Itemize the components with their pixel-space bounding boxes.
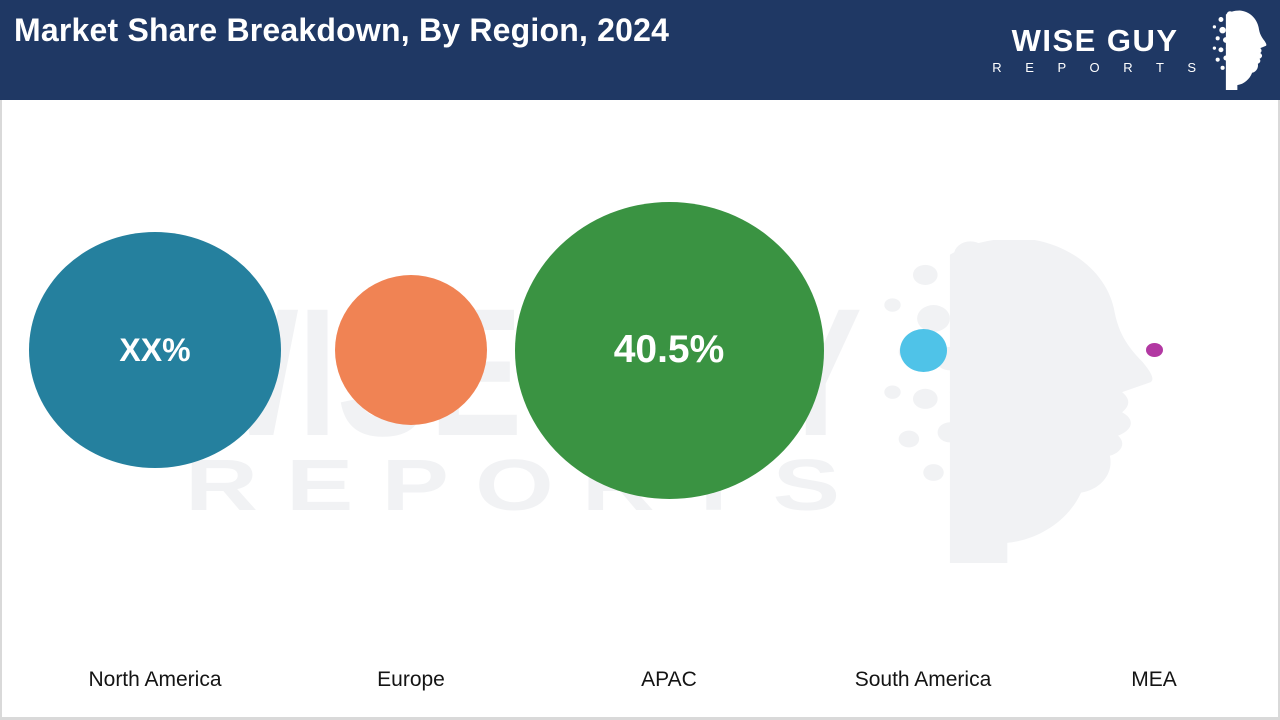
bubble-north-america: XX% bbox=[29, 232, 281, 468]
logo-text: WISE GUY R E P O R T S bbox=[984, 22, 1206, 75]
bubble-south-america bbox=[899, 328, 947, 372]
logo-subtitle: R E P O R T S bbox=[992, 59, 1206, 75]
wise-guy-reports-logo: WISE GUY R E P O R T S bbox=[984, 0, 1280, 90]
bubble-apac: 40.5% bbox=[514, 201, 824, 499]
region-label-europe: Europe bbox=[377, 668, 445, 691]
region-label-south-america: South America bbox=[854, 668, 992, 691]
bubble-value-label: XX% bbox=[119, 331, 191, 368]
bubble-europe bbox=[335, 275, 487, 425]
page-title: Market Share Breakdown, By Region, 2024 bbox=[14, 12, 670, 48]
region-label-mea: MEA bbox=[1131, 668, 1177, 691]
logo-wordmark: WISE GUY bbox=[1011, 22, 1179, 58]
region-label-north-america: North America bbox=[88, 668, 222, 691]
region-label-apac: APAC bbox=[641, 668, 697, 691]
header-bar: Market Share Breakdown, By Region, 2024 … bbox=[0, 0, 1280, 100]
bubble-mea bbox=[1145, 343, 1163, 357]
bubble-value-label: 40.5% bbox=[613, 328, 725, 371]
logo-face-icon bbox=[1212, 10, 1267, 90]
chart-area: WISE GUY R E P O R T S XX% 40.5% North Am… bbox=[0, 100, 1280, 720]
